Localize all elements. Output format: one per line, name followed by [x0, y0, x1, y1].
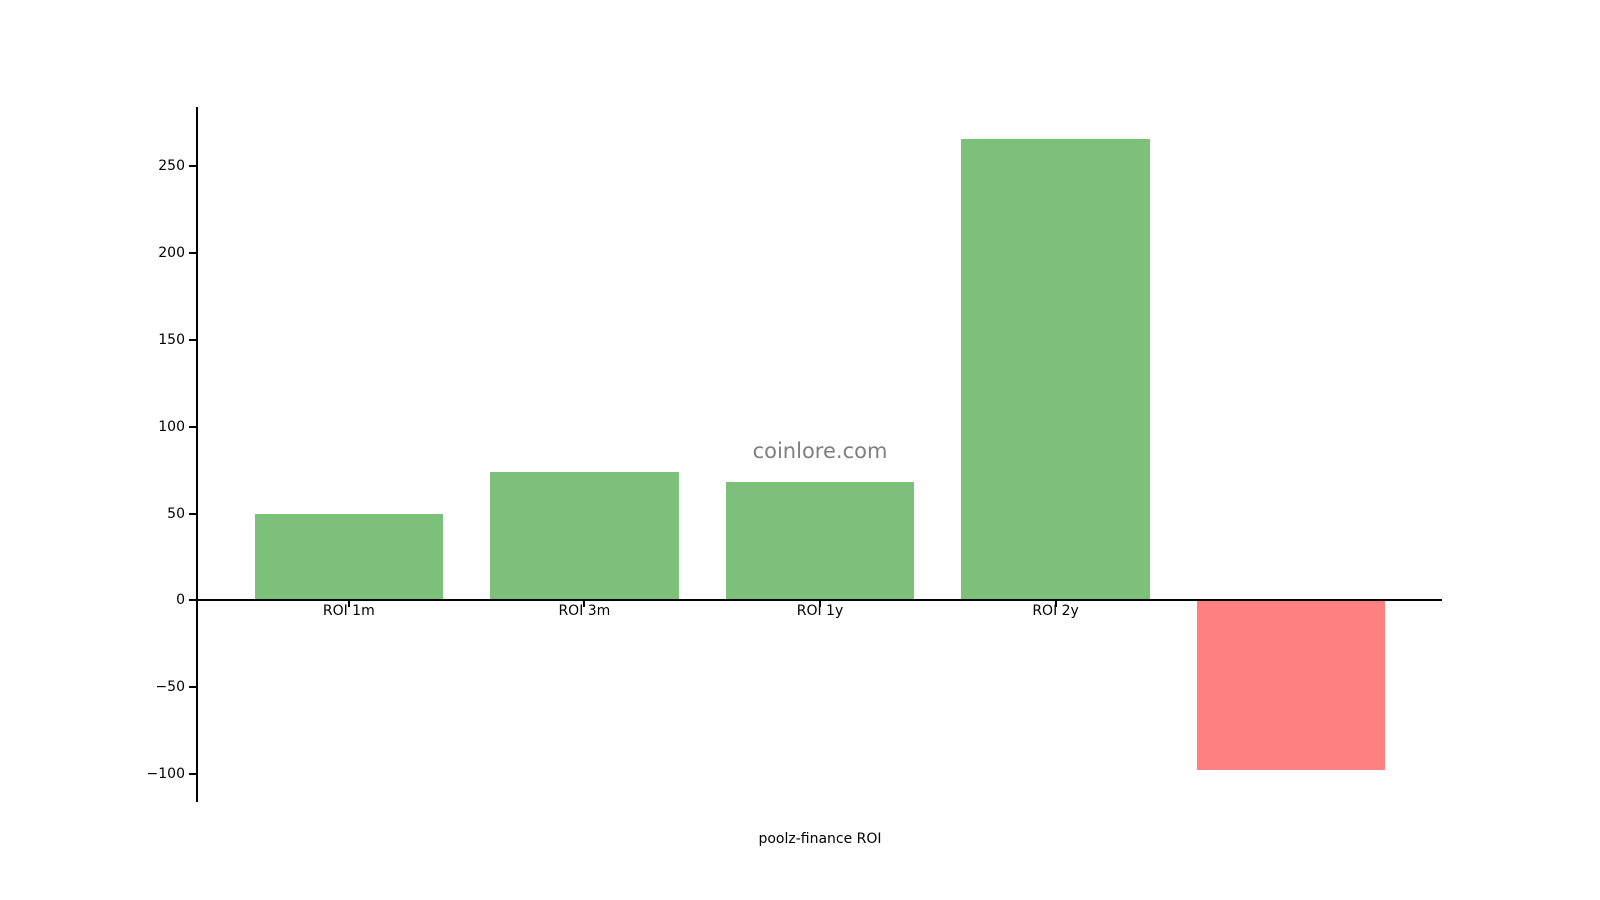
- x-tick-mark: [583, 600, 586, 608]
- y-axis-spine: [196, 107, 198, 802]
- y-tick-mark: [189, 425, 196, 428]
- y-tick-label: 100: [158, 418, 185, 435]
- bar: [961, 138, 1150, 601]
- y-tick-label: 0: [176, 592, 185, 609]
- x-tick-label: ROI 3m: [558, 603, 611, 620]
- y-tick-label: 150: [158, 331, 185, 348]
- y-tick-label: 200: [158, 245, 185, 262]
- y-tick-label: 50: [167, 505, 185, 522]
- x-tick-mark: [819, 600, 821, 608]
- y-tick-mark: [189, 512, 196, 515]
- y-tick-mark: [189, 599, 196, 602]
- y-tick-label: 250: [158, 158, 185, 175]
- x-axis-zero-line: [198, 599, 1442, 602]
- x-tick-mark: [347, 600, 350, 608]
- x-tick-label: ROI 2y: [1032, 603, 1079, 620]
- x-tick-mark: [1054, 600, 1057, 608]
- watermark: coinlore.com: [752, 439, 888, 463]
- y-tick-mark: [189, 252, 196, 255]
- bar: [254, 513, 444, 601]
- bar: [1196, 600, 1386, 771]
- y-tick-mark: [189, 338, 196, 341]
- x-tick-label: ROI 1m: [322, 603, 375, 620]
- y-tick-label: −100: [146, 765, 185, 782]
- y-tick-mark: [189, 165, 196, 168]
- bar: [490, 471, 679, 601]
- x-axis-title: poolz-finance ROI: [758, 831, 882, 847]
- y-tick-label: −50: [155, 679, 185, 696]
- y-tick-mark: [189, 686, 196, 689]
- x-tick-label: ROI 1y: [796, 603, 844, 620]
- y-tick-mark: [189, 772, 196, 775]
- bar: [725, 482, 915, 601]
